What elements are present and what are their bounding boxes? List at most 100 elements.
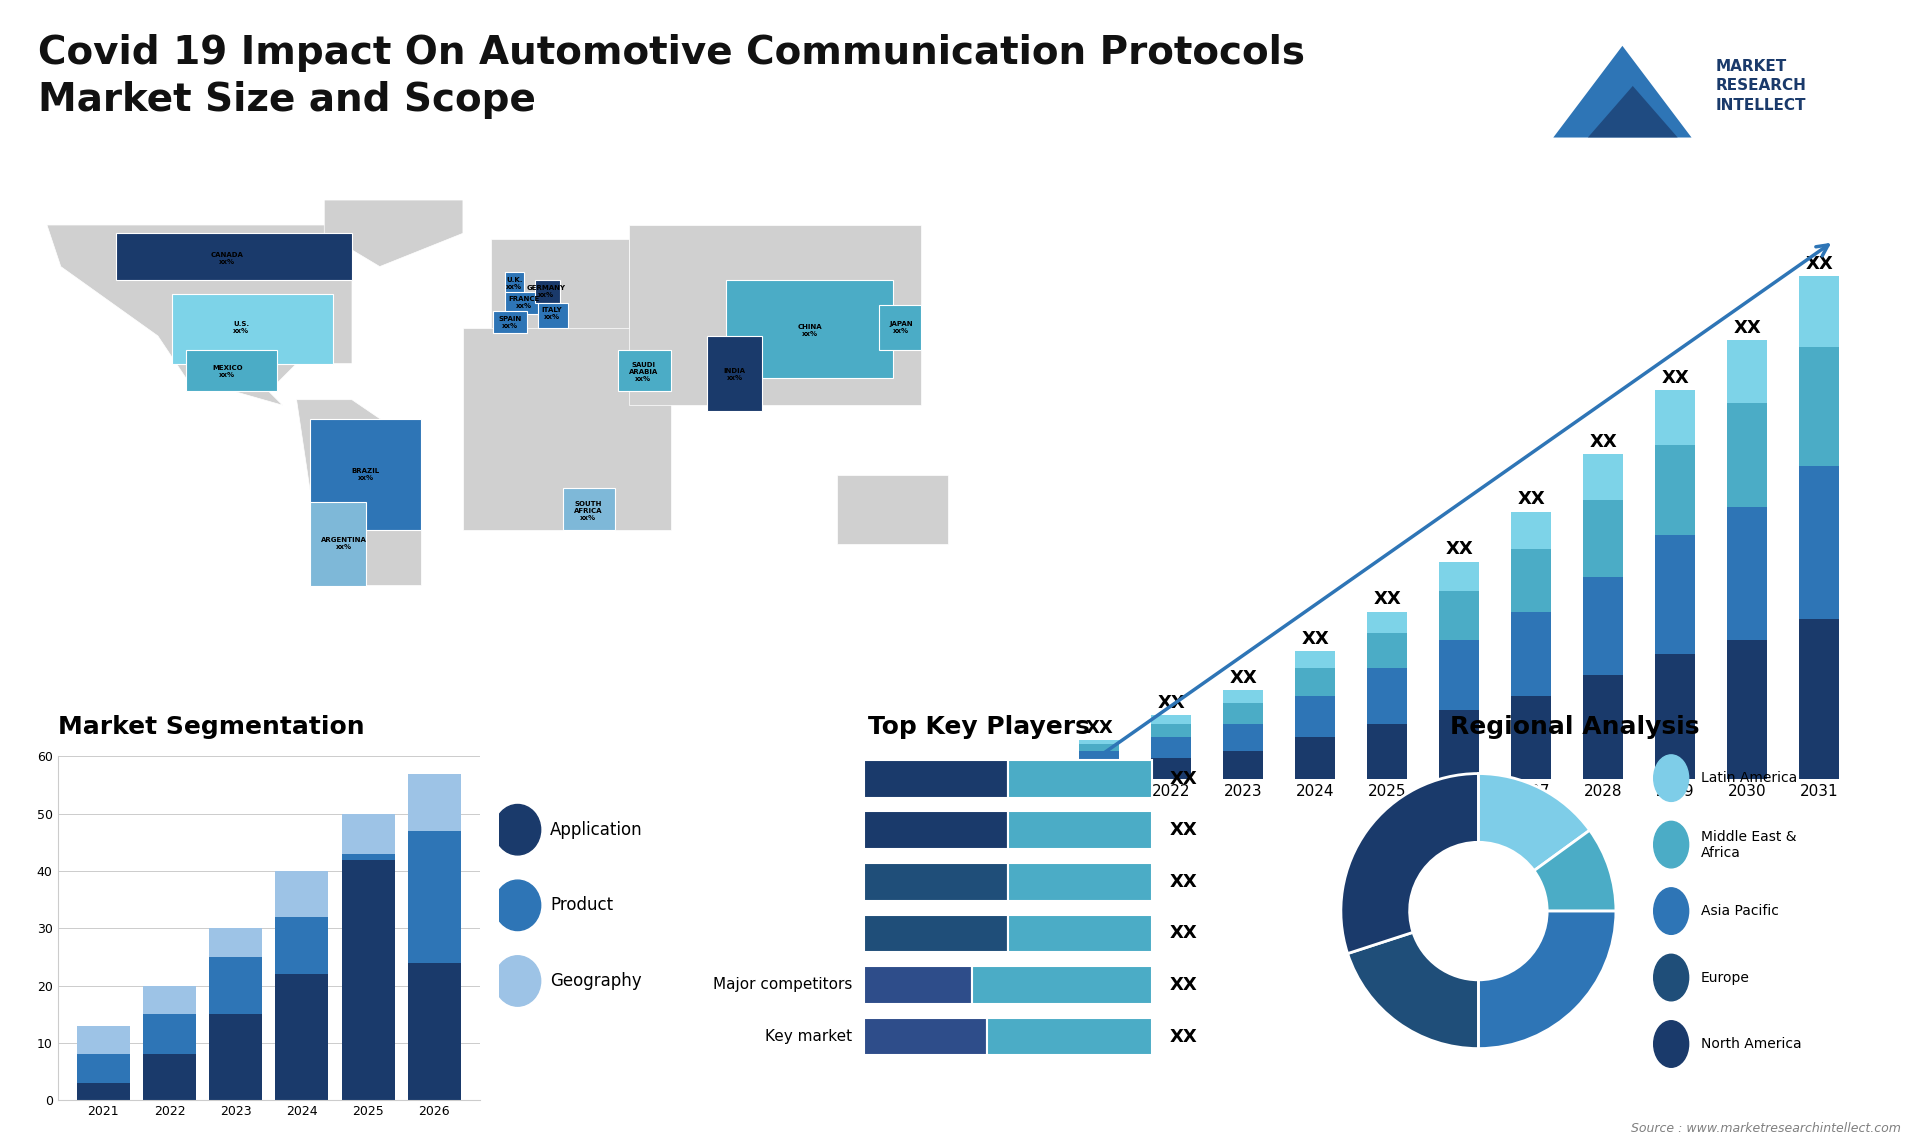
Wedge shape [1340,774,1478,953]
Polygon shape [171,295,332,363]
Text: INDIA
xx%: INDIA xx% [724,368,745,382]
Circle shape [495,880,541,931]
Bar [1223,690,1263,779]
Bar [1079,752,1119,779]
Polygon shape [1553,46,1692,138]
Text: XX: XX [1805,254,1834,273]
Bar [1223,702,1263,779]
Text: BRAZIL
xx%: BRAZIL xx% [351,468,380,481]
Wedge shape [1478,774,1590,871]
Bar [209,957,263,1014]
Text: SPAIN
xx%: SPAIN xx% [499,315,522,329]
Polygon shape [117,234,351,281]
Circle shape [1653,755,1690,801]
Text: XX: XX [1517,490,1546,508]
Circle shape [495,804,541,855]
Text: XX: XX [1169,873,1196,890]
Bar [275,917,328,974]
Bar [1367,633,1407,779]
Polygon shape [538,303,568,328]
Bar [342,854,396,860]
Bar [1223,752,1263,779]
Wedge shape [1534,830,1617,911]
Text: XX: XX [1446,540,1473,558]
Text: XX: XX [1169,822,1196,839]
Bar [1296,651,1334,779]
Text: Asia Pacific: Asia Pacific [1701,904,1780,918]
Bar [1728,340,1766,779]
Text: ITALY
xx%: ITALY xx% [541,307,563,320]
Polygon shape [492,238,630,336]
Bar [1728,403,1766,779]
Polygon shape [536,281,561,303]
Circle shape [1653,888,1690,934]
Polygon shape [618,350,670,392]
Text: JAPAN
xx%: JAPAN xx% [889,321,912,335]
Bar [1655,654,1695,779]
Bar [1799,619,1839,779]
Bar [142,1014,196,1054]
Text: ARGENTINA
xx%: ARGENTINA xx% [321,537,367,550]
Bar [1511,612,1551,779]
Bar [275,871,328,917]
Text: XX: XX [1158,693,1185,712]
Text: SAUDI
ARABIA
xx%: SAUDI ARABIA xx% [628,362,659,382]
Text: XX: XX [1734,319,1761,337]
Bar [1440,709,1478,779]
Bar [1152,723,1190,779]
Polygon shape [463,328,670,531]
Text: U.S.
xx%: U.S. xx% [232,321,250,335]
Bar [972,966,1152,1004]
Bar [1079,740,1119,779]
Bar [1296,738,1334,779]
Polygon shape [726,281,893,377]
Polygon shape [630,225,920,406]
Text: XX: XX [1169,770,1196,787]
Bar [1584,675,1622,779]
Bar [407,963,461,1100]
Text: XX: XX [1229,668,1258,686]
Bar [1728,508,1766,779]
Text: Top Key Players: Top Key Players [868,715,1091,739]
Text: Geography: Geography [549,972,641,990]
Bar [864,915,1008,952]
Text: Market Segmentation: Market Segmentation [58,715,365,739]
Bar [864,863,1008,901]
Polygon shape [493,311,526,333]
Text: Latin America: Latin America [1701,771,1797,785]
Bar [142,1054,196,1100]
Bar [987,1018,1152,1055]
Bar [1296,696,1334,779]
Bar [1152,759,1190,779]
Bar [1511,696,1551,779]
Bar [1584,501,1622,779]
Text: XX: XX [1169,1028,1196,1045]
Bar [1079,766,1119,779]
Bar [1440,591,1478,779]
Text: XX: XX [1169,925,1196,942]
Bar [1511,549,1551,779]
Bar [1655,445,1695,779]
Bar [1008,811,1152,849]
Bar [1799,347,1839,779]
Bar [77,1083,131,1100]
Circle shape [1653,822,1690,868]
Bar [864,760,1008,798]
Text: Source : www.marketresearchintellect.com: Source : www.marketresearchintellect.com [1630,1122,1901,1135]
Polygon shape [311,502,367,586]
Text: Regional Analysis: Regional Analysis [1450,715,1699,739]
Text: SOUTH
AFRICA
xx%: SOUTH AFRICA xx% [574,501,603,520]
Bar [209,1014,263,1100]
Text: XX: XX [1661,369,1690,387]
Polygon shape [311,419,420,531]
Polygon shape [707,336,762,410]
Wedge shape [1348,933,1478,1049]
Text: XX: XX [1085,719,1114,737]
Bar [1440,639,1478,779]
Polygon shape [879,306,920,350]
Text: Application: Application [549,821,643,839]
Polygon shape [837,474,948,544]
Text: Middle East &
Africa: Middle East & Africa [1701,830,1797,860]
Polygon shape [324,201,463,267]
Polygon shape [46,225,351,406]
